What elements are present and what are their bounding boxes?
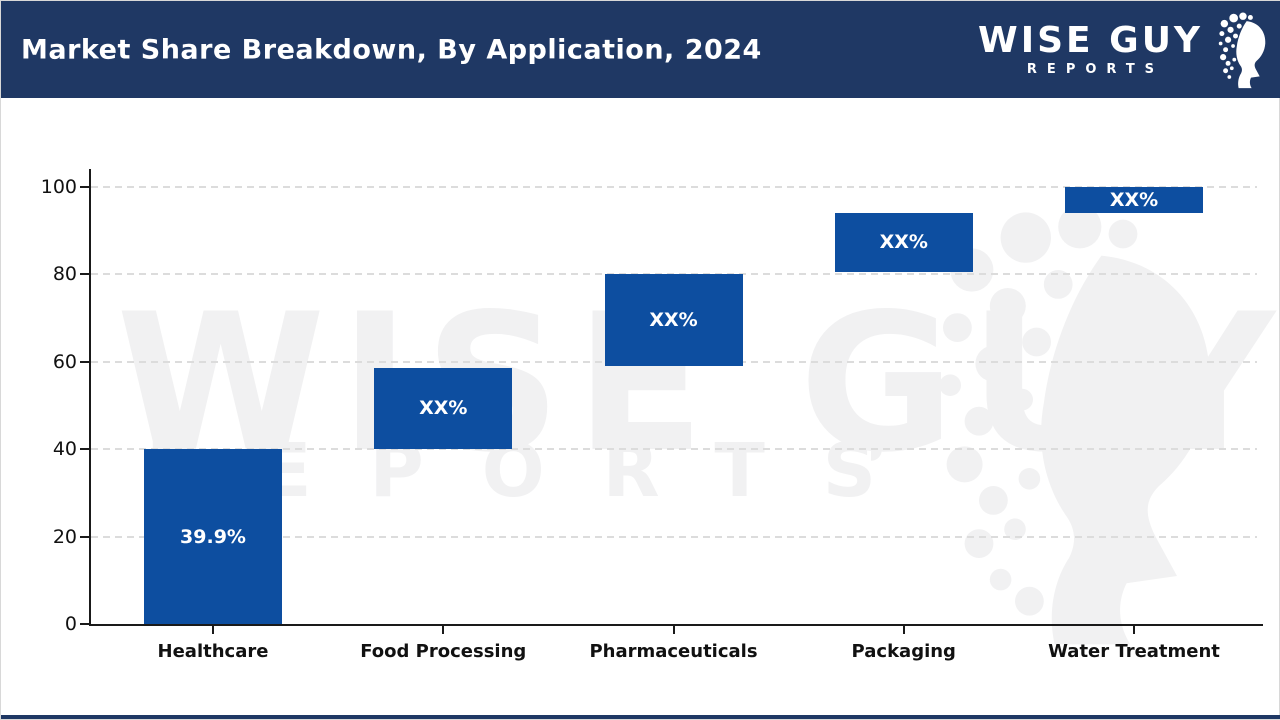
y-axis-tick-label: 40 (52, 438, 77, 460)
y-gridline (91, 448, 1257, 450)
bar-water-treatment[interactable]: XX% (1065, 186, 1203, 213)
y-axis-tick (80, 623, 89, 625)
x-axis-category-label: Food Processing (360, 641, 527, 662)
brand-subtitle: REPORTS (1026, 61, 1165, 77)
y-gridline (91, 185, 1257, 188)
bar-value-label: XX% (419, 397, 468, 420)
y-axis-tick (80, 448, 89, 450)
x-axis-category-label: Packaging (851, 641, 956, 662)
x-axis-tick (672, 626, 675, 634)
brand-name: WISE GUY (977, 19, 1203, 61)
y-axis-tick-label: 80 (52, 263, 77, 285)
y-axis-tick (80, 185, 89, 188)
brand-logo-text: WISE GUY REPORTS (977, 19, 1203, 78)
x-axis-category-label: Pharmaceuticals (589, 641, 758, 662)
footer-bar (1, 715, 1280, 719)
brand-logo: WISE GUY REPORTS (978, 7, 1269, 92)
y-gridline (91, 535, 1257, 538)
brand-face-icon (1207, 10, 1269, 90)
y-axis-tick-label: 20 (52, 525, 77, 548)
bar-healthcare[interactable]: 39.9% (144, 449, 282, 624)
y-axis-tick-label: 0 (64, 613, 77, 635)
bar-value-label: XX% (649, 308, 698, 331)
x-axis-category-label: Healthcare (157, 641, 269, 662)
bar-packaging[interactable]: XX% (834, 212, 973, 272)
watermark-face-icon (860, 188, 1231, 662)
y-axis-tick (80, 360, 89, 363)
y-axis-tick-label: 100 (40, 175, 77, 198)
page-title: Market Share Breakdown, By Application, … (21, 34, 762, 65)
bar-value-label: XX% (1109, 188, 1159, 211)
bar-value-label: 39.9% (180, 525, 246, 548)
x-axis-tick (212, 626, 214, 634)
y-axis-tick (80, 273, 89, 275)
bar-value-label: XX% (879, 231, 928, 254)
plot-area: 0 20 40 60 80 100 39.9% Healthcare XX% Food Proce… (41, 169, 1263, 662)
x-axis-tick (902, 626, 905, 634)
x-axis-tick (1133, 626, 1135, 634)
header-bar: Market Share Breakdown, By Application, … (1, 1, 1280, 98)
y-axis-tick (80, 535, 89, 538)
bar-pharmaceuticals[interactable]: XX% (604, 274, 743, 366)
bar-food-processing[interactable]: XX% (374, 367, 513, 449)
y-axis-tick-label: 60 (52, 350, 77, 373)
x-axis-category-label: Water Treatment (1048, 641, 1220, 662)
x-axis-tick (442, 626, 445, 634)
